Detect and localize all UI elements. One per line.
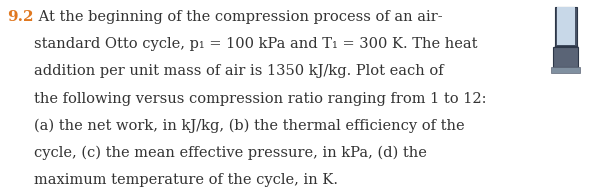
Text: addition per unit mass of air is 1350 kJ/kg. Plot each of: addition per unit mass of air is 1350 kJ…: [34, 64, 444, 78]
Text: maximum temperature of the cycle, in K.: maximum temperature of the cycle, in K.: [34, 173, 338, 187]
Text: (a) the net work, in kJ/kg, (b) the thermal efficiency of the: (a) the net work, in kJ/kg, (b) the ther…: [34, 119, 465, 133]
Text: the following versus compression ratio ranging from 1 to 12:: the following versus compression ratio r…: [34, 92, 487, 106]
Text: cycle, (c) the mean effective pressure, in kPa, (d) the: cycle, (c) the mean effective pressure, …: [34, 145, 427, 160]
Text: 9.2: 9.2: [7, 10, 33, 24]
Text: standard Otto cycle, p₁ = 100 kPa and T₁ = 300 K. The heat: standard Otto cycle, p₁ = 100 kPa and T₁…: [34, 37, 478, 51]
Text: At the beginning of the compression process of an air-: At the beginning of the compression proc…: [34, 10, 443, 24]
FancyBboxPatch shape: [555, 7, 577, 46]
FancyBboxPatch shape: [553, 47, 579, 67]
FancyBboxPatch shape: [551, 67, 580, 73]
FancyBboxPatch shape: [557, 7, 575, 45]
